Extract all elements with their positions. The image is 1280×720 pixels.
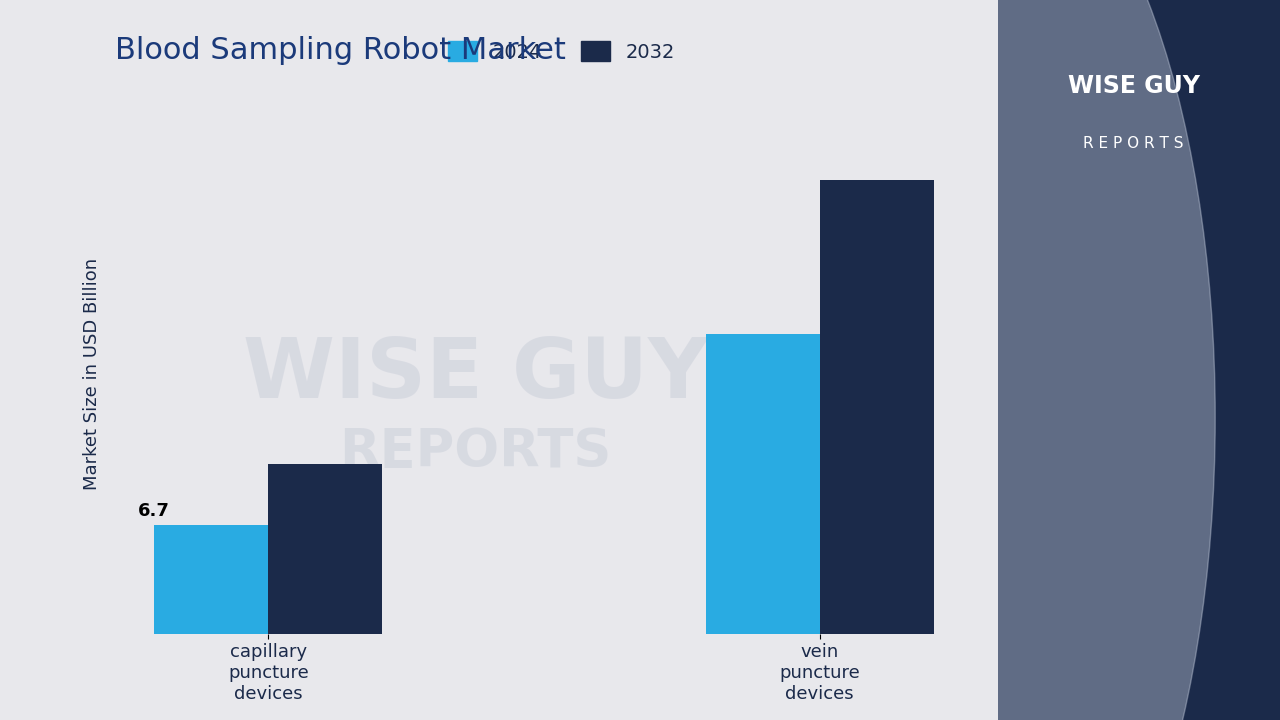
Bar xyxy=(819,180,934,634)
Text: 6.7: 6.7 xyxy=(138,503,170,520)
Bar xyxy=(269,464,383,634)
Bar xyxy=(705,334,819,634)
Text: Blood Sampling Robot Market: Blood Sampling Robot Market xyxy=(115,36,566,65)
Text: WISE GUY: WISE GUY xyxy=(1068,74,1199,99)
Circle shape xyxy=(754,0,1215,720)
Text: R E P O R T S: R E P O R T S xyxy=(1083,137,1184,151)
Bar xyxy=(154,525,269,634)
Y-axis label: Market Size in USD Billion: Market Size in USD Billion xyxy=(83,258,101,490)
Text: REPORTS: REPORTS xyxy=(339,426,612,478)
Legend: 2024, 2032: 2024, 2032 xyxy=(438,32,685,71)
Text: WISE GUY: WISE GUY xyxy=(243,334,708,415)
